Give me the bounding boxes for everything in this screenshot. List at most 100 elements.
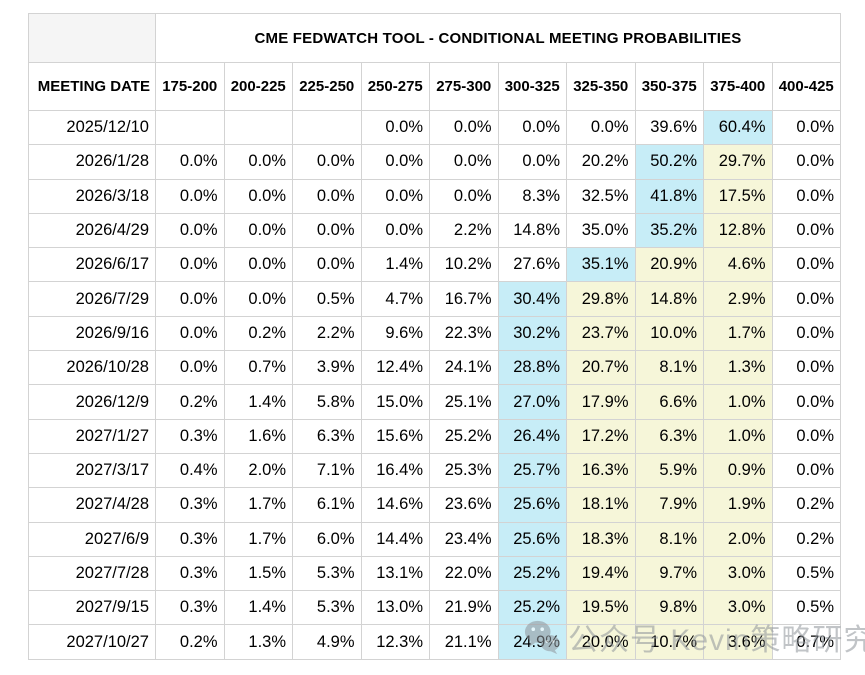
prob-cell: 0.0% [497,144,567,180]
prob-cell: 27.6% [497,247,567,283]
prob-cell: 10.0% [634,315,704,352]
meeting-date-cell: 2026/9/16 [28,315,156,352]
prob-cell: 0.0% [771,212,841,249]
prob-cell: 19.4% [566,555,636,592]
meeting-date-cell: 2027/9/15 [28,590,156,626]
prob-cell [155,109,225,146]
prob-cell: 24.1% [429,350,499,386]
prob-cell: 50.2% [634,144,704,180]
prob-cell: 0.0% [360,212,430,249]
prob-cell: 0.5% [292,281,362,317]
prob-cell: 0.2% [771,487,841,523]
prob-cell: 3.0% [703,555,773,592]
prob-cell: 20.9% [634,247,704,283]
prob-cell: 17.5% [703,178,773,214]
prob-cell: 18.1% [566,487,636,523]
prob-cell: 0.0% [223,247,293,283]
prob-cell: 14.8% [634,281,704,317]
prob-cell: 0.3% [155,487,225,523]
prob-cell: 5.3% [292,555,362,592]
prob-cell: 13.0% [360,590,430,626]
prob-cell: 18.3% [566,521,636,557]
column-header-rate: 325-350 [566,62,636,111]
prob-cell: 1.7% [223,487,293,523]
prob-cell: 39.6% [634,109,704,146]
prob-cell: 22.3% [429,315,499,352]
prob-cell: 27.0% [497,384,567,420]
prob-cell: 6.6% [634,384,704,420]
meeting-date-cell: 2027/7/28 [28,555,156,592]
prob-cell [292,109,362,146]
table-row: 2027/1/27 0.3% 1.6% 6.3% 15.6% 25.2% 26.4% 17.2… [28,418,841,454]
column-header-rate: 350-375 [634,62,704,111]
prob-cell: 17.9% [566,384,636,420]
prob-cell: 0.0% [771,452,841,489]
prob-cell: 7.1% [292,452,362,489]
prob-cell: 0.0% [771,384,841,420]
prob-cell: 0.0% [223,178,293,214]
prob-cell: 25.2% [497,590,567,626]
prob-cell: 20.0% [566,624,636,660]
prob-cell: 1.7% [223,521,293,557]
meeting-date-cell: 2026/6/17 [28,247,156,283]
prob-cell: 0.2% [155,624,225,660]
prob-cell: 21.1% [429,624,499,660]
prob-cell: 1.5% [223,555,293,592]
prob-cell: 1.4% [223,590,293,626]
prob-cell: 29.8% [566,281,636,317]
prob-cell: 6.3% [634,418,704,454]
prob-cell: 2.0% [223,452,293,489]
prob-cell: 0.0% [360,178,430,214]
prob-cell: 1.7% [703,315,773,352]
table-row: 2027/10/27 0.2% 1.3% 4.9% 12.3% 21.1% 24.9% 20.… [28,624,841,660]
prob-cell: 3.9% [292,350,362,386]
prob-cell: 6.0% [292,521,362,557]
prob-cell: 0.0% [771,315,841,352]
prob-cell: 0.2% [771,521,841,557]
meeting-date-cell: 2027/1/27 [28,418,156,454]
prob-cell: 10.2% [429,247,499,283]
prob-cell: 0.0% [429,144,499,180]
prob-cell: 24.9% [497,624,567,660]
prob-cell: 14.4% [360,521,430,557]
meeting-date-cell: 2025/12/10 [28,109,156,146]
prob-cell: 35.2% [634,212,704,249]
prob-cell: 0.0% [223,212,293,249]
table-row: 2027/3/17 0.4% 2.0% 7.1% 16.4% 25.3% 25.7% 16.3… [28,452,841,489]
prob-cell: 2.2% [429,212,499,249]
prob-cell: 30.4% [497,281,567,317]
prob-cell: 0.0% [771,247,841,283]
prob-cell: 35.1% [566,247,636,283]
prob-cell: 1.3% [703,350,773,386]
column-header-rate: 375-400 [703,62,773,111]
meeting-date-cell: 2027/10/27 [28,624,156,660]
prob-cell: 1.6% [223,418,293,454]
prob-cell: 0.0% [155,178,225,214]
prob-cell: 0.0% [771,350,841,386]
prob-cell: 12.3% [360,624,430,660]
table-row: 2025/12/10 0.0% 0.0% 0.0% 0.0% 39.6% 60.4% 0.0% [28,109,841,146]
prob-cell: 26.4% [497,418,567,454]
meeting-date-cell: 2026/10/28 [28,350,156,386]
prob-cell: 0.0% [429,109,499,146]
prob-cell: 8.3% [497,178,567,214]
prob-cell: 0.0% [497,109,567,146]
prob-cell: 9.8% [634,590,704,626]
column-header-rate: 275-300 [429,62,499,111]
prob-cell: 0.0% [223,144,293,180]
prob-cell: 5.3% [292,590,362,626]
prob-cell: 0.4% [155,452,225,489]
prob-cell: 4.9% [292,624,362,660]
prob-cell: 23.6% [429,487,499,523]
prob-cell: 20.7% [566,350,636,386]
prob-cell: 23.7% [566,315,636,352]
prob-cell: 14.8% [497,212,567,249]
prob-cell: 0.0% [155,281,225,317]
prob-cell: 25.6% [497,521,567,557]
table-row: 2027/6/9 0.3% 1.7% 6.0% 14.4% 23.4% 25.6% 18.3%… [28,521,841,557]
prob-cell: 0.0% [292,144,362,180]
prob-cell: 7.9% [634,487,704,523]
prob-cell: 25.6% [497,487,567,523]
prob-cell: 29.7% [703,144,773,180]
